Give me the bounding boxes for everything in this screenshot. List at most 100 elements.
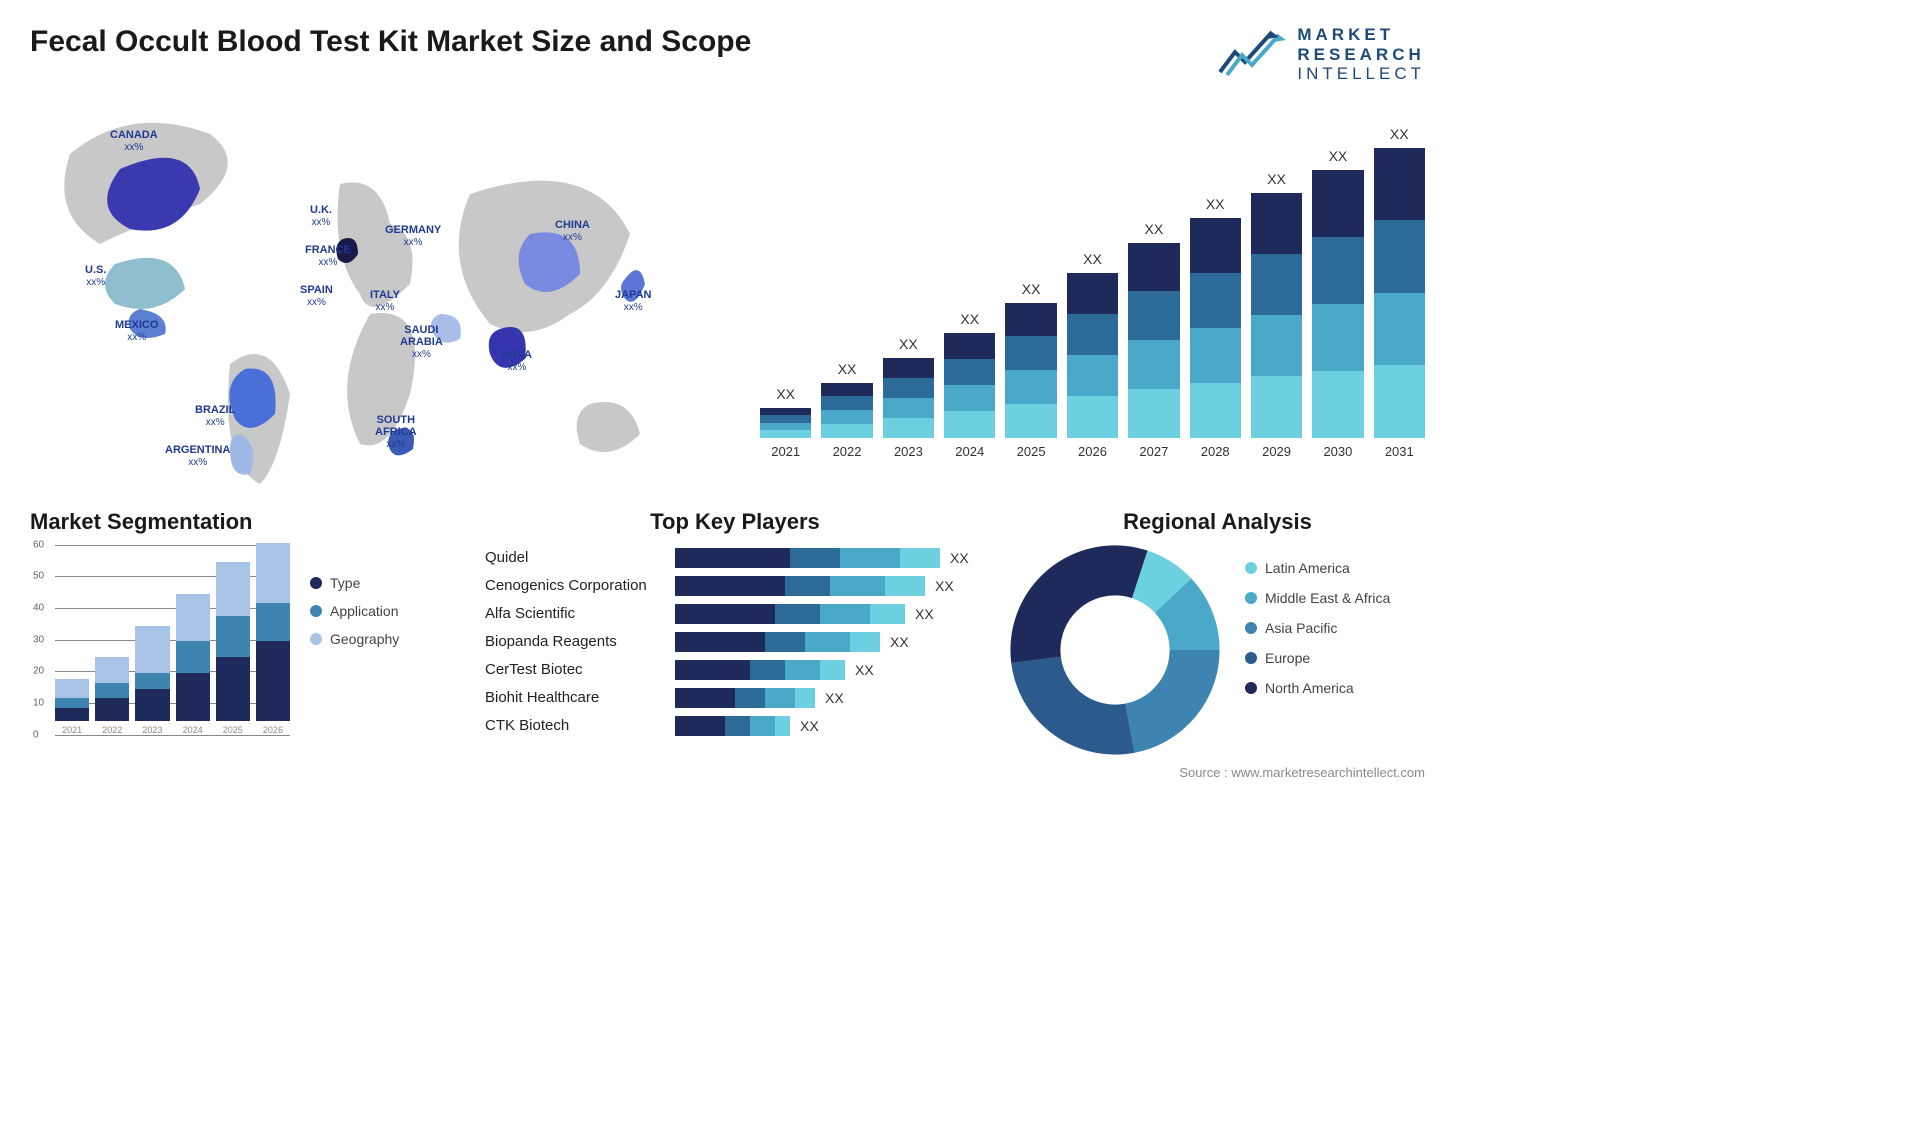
map-label-canada: CANADAxx% bbox=[110, 129, 158, 153]
segmentation-bar-chart: 0102030405060 202120222023202420252026 bbox=[30, 545, 290, 755]
growth-bar-chart: XX2021XX2022XX2023XX2024XX2025XX2026XX20… bbox=[760, 104, 1425, 484]
growth-bar-year: 2025 bbox=[1017, 444, 1046, 459]
seg-ytick: 40 bbox=[33, 602, 44, 613]
source-attribution: Source : www.marketresearchintellect.com bbox=[30, 765, 1425, 780]
segmentation-legend: Type Application Geography bbox=[310, 545, 399, 755]
growth-bar-2027: XX2027 bbox=[1128, 243, 1179, 459]
growth-bar-2025: XX2025 bbox=[1005, 303, 1056, 459]
seg-year: 2022 bbox=[102, 725, 122, 735]
seg-ytick: 0 bbox=[33, 729, 39, 740]
growth-bar-value: XX bbox=[1329, 148, 1348, 164]
logo-text-3: INTELLECT bbox=[1297, 64, 1425, 84]
seg-bar-2022: 2022 bbox=[95, 657, 129, 734]
seg-bar-2023: 2023 bbox=[135, 626, 169, 735]
seg-year: 2025 bbox=[223, 725, 243, 735]
player-value: XX bbox=[890, 634, 909, 650]
seg-legend-item: Geography bbox=[310, 631, 399, 647]
seg-bar-2026: 2026 bbox=[256, 543, 290, 734]
growth-bar-value: XX bbox=[1267, 171, 1286, 187]
seg-year: 2023 bbox=[142, 725, 162, 735]
player-row: Cenogenics Corporation XX bbox=[485, 573, 985, 599]
seg-ytick: 10 bbox=[33, 697, 44, 708]
growth-bar-2026: XX2026 bbox=[1067, 273, 1118, 459]
regional-legend-item: Asia Pacific bbox=[1245, 620, 1390, 636]
segmentation-title: Market Segmentation bbox=[30, 509, 460, 535]
map-label-spain: SPAINxx% bbox=[300, 284, 333, 308]
seg-ytick: 60 bbox=[33, 539, 44, 550]
player-value: XX bbox=[915, 606, 934, 622]
player-name: Biopanda Reagents bbox=[485, 633, 675, 650]
regional-legend: Latin America Middle East & Africa Asia Pa… bbox=[1245, 545, 1390, 696]
seg-year: 2021 bbox=[62, 725, 82, 735]
page-title: Fecal Occult Blood Test Kit Market Size … bbox=[30, 25, 751, 59]
map-label-china: CHINAxx% bbox=[555, 219, 590, 243]
logo-icon bbox=[1217, 27, 1287, 82]
logo-text-2: RESEARCH bbox=[1297, 45, 1425, 65]
brand-logo: MARKET RESEARCH INTELLECT bbox=[1217, 25, 1425, 84]
map-label-uk: U.K.xx% bbox=[310, 204, 332, 228]
player-name: Cenogenics Corporation bbox=[485, 577, 675, 594]
player-row: Alfa Scientific XX bbox=[485, 601, 985, 627]
player-row: Biohit HealthcareXX bbox=[485, 685, 985, 711]
seg-year: 2026 bbox=[263, 725, 283, 735]
player-value: XX bbox=[855, 662, 874, 678]
growth-bar-2031: XX2031 bbox=[1374, 148, 1425, 459]
growth-bar-2030: XX2030 bbox=[1312, 170, 1363, 459]
world-map: CANADAxx%U.S.xx%MEXICOxx%BRAZILxx%ARGENT… bbox=[30, 94, 730, 494]
players-title: Top Key Players bbox=[485, 509, 985, 535]
growth-bar-value: XX bbox=[776, 386, 795, 402]
players-bar-chart: QuidelXXCenogenics CorporationXXAlfa Sci… bbox=[485, 545, 985, 739]
regional-legend-item: North America bbox=[1245, 680, 1390, 696]
growth-bar-year: 2021 bbox=[771, 444, 800, 459]
seg-legend-item: Type bbox=[310, 575, 399, 591]
player-name: CerTest Biotec bbox=[485, 661, 675, 678]
regional-legend-item: Middle East & Africa bbox=[1245, 590, 1390, 606]
growth-bar-value: XX bbox=[1206, 196, 1225, 212]
player-value: XX bbox=[825, 690, 844, 706]
regional-title: Regional Analysis bbox=[1010, 509, 1425, 535]
regional-legend-item: Latin America bbox=[1245, 560, 1390, 576]
map-label-india: INDIAxx% bbox=[502, 349, 532, 373]
seg-bar-2021: 2021 bbox=[55, 679, 89, 734]
seg-legend-item: Application bbox=[310, 603, 399, 619]
seg-ytick: 30 bbox=[33, 634, 44, 645]
map-label-germany: GERMANYxx% bbox=[385, 224, 441, 248]
growth-bar-year: 2026 bbox=[1078, 444, 1107, 459]
growth-bar-2024: XX2024 bbox=[944, 333, 995, 459]
map-label-france: FRANCExx% bbox=[305, 244, 351, 268]
growth-bar-value: XX bbox=[1390, 126, 1409, 142]
growth-bar-value: XX bbox=[1083, 251, 1102, 267]
regional-legend-item: Europe bbox=[1245, 650, 1390, 666]
growth-bar-2023: XX2023 bbox=[883, 358, 934, 459]
map-label-brazil: BRAZILxx% bbox=[195, 404, 235, 428]
regional-donut-chart bbox=[1010, 545, 1220, 755]
growth-bar-value: XX bbox=[1022, 281, 1041, 297]
growth-bar-year: 2028 bbox=[1201, 444, 1230, 459]
growth-bar-year: 2030 bbox=[1323, 444, 1352, 459]
seg-bar-2024: 2024 bbox=[176, 594, 210, 735]
player-name: Alfa Scientific bbox=[485, 605, 675, 622]
logo-text-1: MARKET bbox=[1297, 25, 1425, 45]
growth-bar-year: 2023 bbox=[894, 444, 923, 459]
map-label-southafrica: SOUTHAFRICAxx% bbox=[375, 414, 417, 450]
player-value: XX bbox=[950, 550, 969, 566]
growth-bar-year: 2027 bbox=[1139, 444, 1168, 459]
seg-ytick: 50 bbox=[33, 571, 44, 582]
map-label-saudiarabia: SAUDIARABIAxx% bbox=[400, 324, 443, 360]
growth-bar-value: XX bbox=[838, 361, 857, 377]
growth-bar-year: 2029 bbox=[1262, 444, 1291, 459]
growth-bar-value: XX bbox=[1144, 221, 1163, 237]
seg-bar-2025: 2025 bbox=[216, 562, 250, 734]
player-name: CTK Biotech bbox=[485, 717, 675, 734]
player-value: XX bbox=[800, 718, 819, 734]
growth-bar-2021: XX2021 bbox=[760, 408, 811, 459]
map-label-italy: ITALYxx% bbox=[370, 289, 400, 313]
player-row: Biopanda Reagents XX bbox=[485, 629, 985, 655]
growth-bar-year: 2024 bbox=[955, 444, 984, 459]
growth-bar-2028: XX2028 bbox=[1190, 218, 1241, 459]
player-row: Quidel XX bbox=[485, 545, 985, 571]
growth-bar-year: 2031 bbox=[1385, 444, 1414, 459]
player-row: CerTest Biotec XX bbox=[485, 657, 985, 683]
player-value: XX bbox=[935, 578, 954, 594]
player-name: Quidel bbox=[485, 549, 675, 566]
